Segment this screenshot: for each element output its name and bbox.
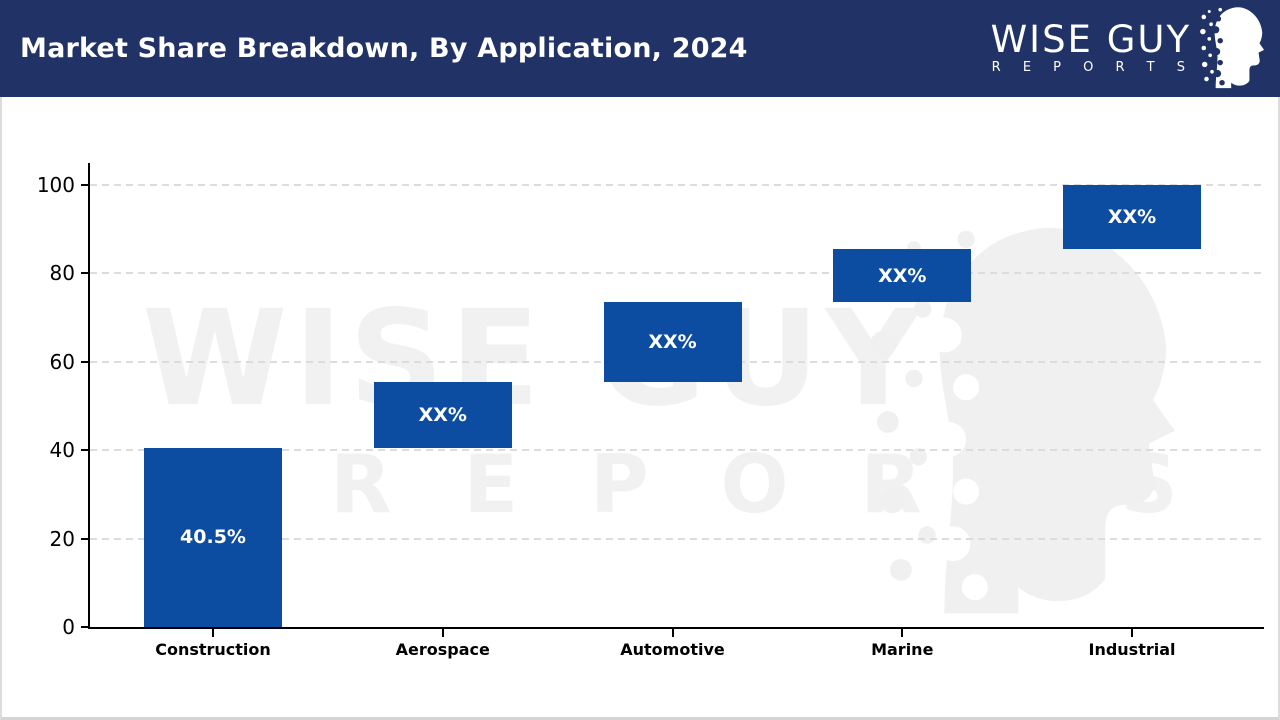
logo-text: WISE GUY R E P O R T S: [988, 21, 1194, 75]
y-axis-line: [88, 163, 90, 629]
y-tick-mark: [81, 360, 90, 363]
y-tick-label: 80: [49, 261, 75, 286]
bar-value-label: XX%: [418, 403, 467, 426]
x-tick-mark: [671, 629, 674, 637]
bar-value-label: XX%: [648, 330, 697, 353]
y-tick-label: 100: [36, 173, 75, 197]
bar: XX%: [833, 249, 972, 303]
bar: XX%: [1063, 185, 1201, 250]
x-tick-mark: [212, 629, 214, 637]
x-tick-mark: [1131, 629, 1133, 637]
x-category-label: Automotive: [620, 640, 725, 659]
logo-reports-text: R E P O R T S: [991, 60, 1194, 75]
x-category-label: Marine: [871, 640, 934, 659]
gridline: [90, 184, 1264, 186]
bar: XX%: [373, 381, 512, 448]
x-category-label: Construction: [155, 640, 271, 659]
y-tick-label: 0: [62, 615, 75, 639]
logo-face-icon: [1200, 7, 1265, 89]
page-title: Market Share Breakdown, By Application, …: [20, 33, 748, 64]
x-tick-mark: [441, 629, 444, 637]
y-tick-mark: [81, 626, 90, 628]
logo-wiseguy-text: WISE GUY: [990, 18, 1192, 61]
watermark-wiseguy-text: WISE GUY: [142, 282, 928, 436]
gridline: [90, 449, 1264, 452]
y-tick-label: 40: [49, 438, 75, 463]
bar-value-label: 40.5%: [180, 526, 246, 549]
gridline: [90, 272, 1264, 275]
x-tick-mark: [901, 629, 904, 637]
bar-value-label: XX%: [1107, 206, 1157, 229]
x-category-label: Aerospace: [395, 640, 490, 659]
y-tick-label: 20: [49, 526, 75, 551]
wiseguy-logo: WISE GUY R E P O R T S: [988, 6, 1268, 90]
x-axis-line: [88, 627, 1264, 629]
y-tick-mark: [81, 537, 90, 540]
y-tick-mark: [81, 272, 90, 275]
gridline: [90, 537, 1264, 540]
bar-value-label: XX%: [878, 264, 927, 287]
y-tick-mark: [81, 449, 90, 452]
bar: 40.5%: [144, 447, 282, 627]
y-tick-label: 60: [49, 349, 75, 374]
header-band: Market Share Breakdown, By Application, …: [0, 0, 1280, 97]
x-category-label: Industrial: [1088, 640, 1176, 659]
y-tick-mark: [81, 184, 90, 186]
bar: XX%: [603, 302, 742, 382]
